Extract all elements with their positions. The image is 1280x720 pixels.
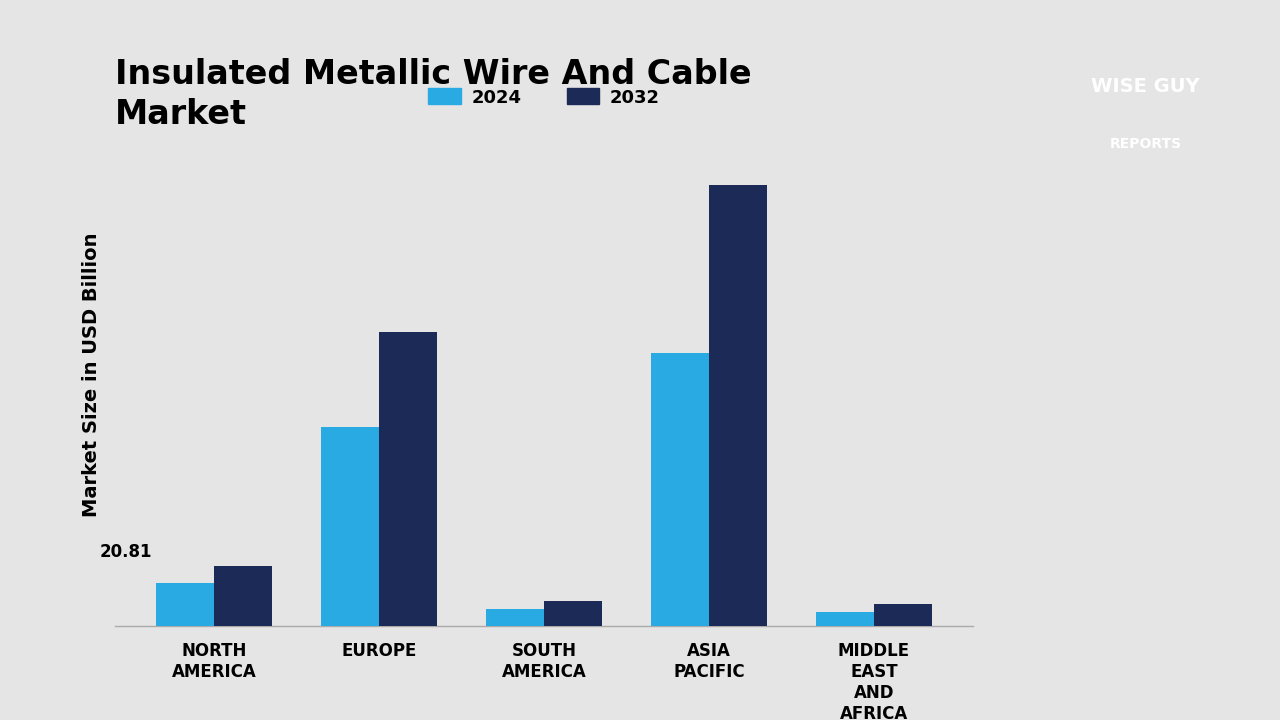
Bar (321, 427, 379, 626)
Text: REPORTS: REPORTS (1110, 137, 1181, 151)
Text: WISE GUY: WISE GUY (1092, 77, 1199, 96)
Bar (544, 601, 602, 626)
Text: Insulated Metallic Wire And Cable
Market: Insulated Metallic Wire And Cable Market (115, 58, 751, 132)
Bar (156, 582, 214, 626)
Bar (709, 185, 767, 626)
Bar (817, 612, 874, 626)
Text: 20.81: 20.81 (100, 544, 152, 562)
Y-axis label: Market Size in USD Billion: Market Size in USD Billion (82, 232, 101, 517)
Bar (486, 608, 544, 626)
Bar (874, 604, 932, 626)
Bar (652, 354, 709, 626)
Legend: 2024, 2032: 2024, 2032 (421, 81, 667, 114)
Bar (379, 333, 436, 626)
Bar (214, 565, 271, 626)
